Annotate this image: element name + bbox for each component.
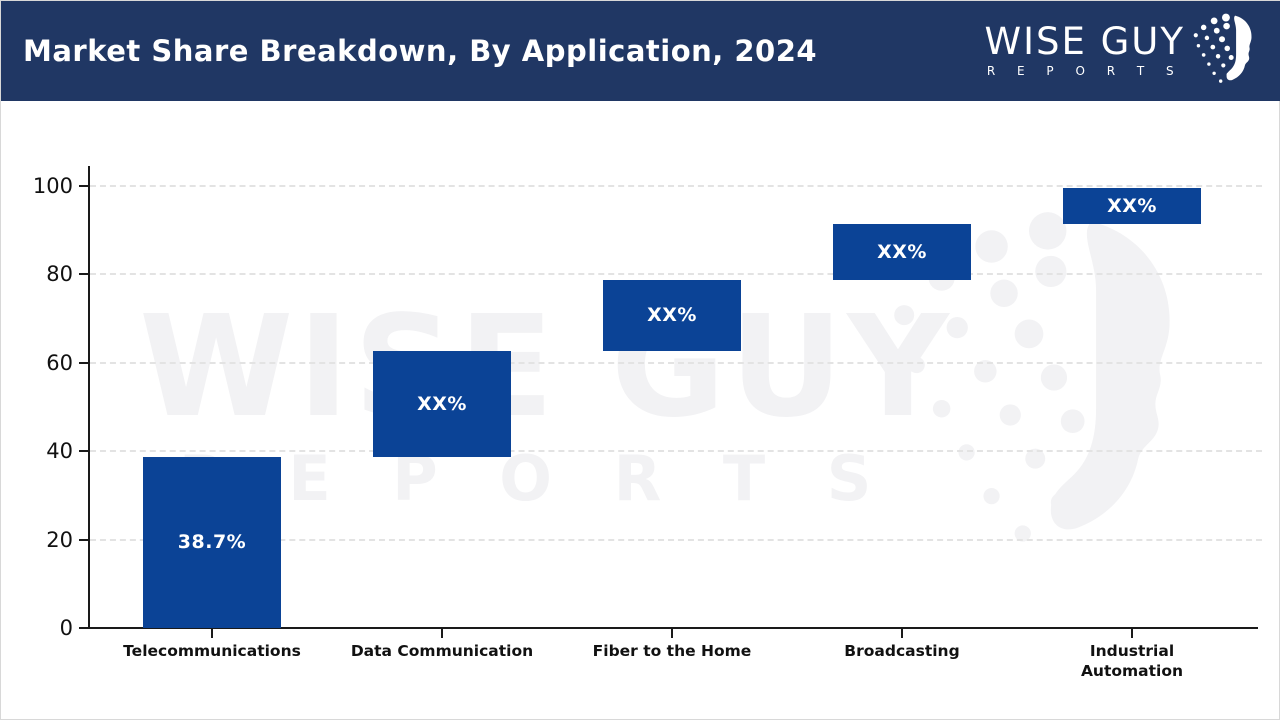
x-tick-label: Telecommunications [123, 642, 301, 660]
y-tick-label: 100 [32, 174, 73, 198]
x-tick-mark [1131, 629, 1133, 638]
x-tick-label: Data Communication [350, 642, 534, 660]
bar-value-label: XX% [877, 240, 927, 263]
bar: XX% [603, 279, 741, 351]
gridline [90, 273, 1262, 276]
bar: XX% [833, 223, 971, 280]
bar: XX% [373, 350, 511, 457]
gridline [90, 538, 1262, 541]
dotted-head-icon [1193, 13, 1252, 83]
gridline [90, 185, 1262, 187]
y-tick-label: 60 [46, 350, 73, 375]
header-bar: Market Share Breakdown, By Application, … [1, 1, 1280, 101]
x-tick-mark [211, 629, 213, 638]
bar: XX% [1063, 188, 1201, 224]
y-tick-label: 20 [46, 527, 73, 552]
y-tick-mark [79, 273, 88, 276]
x-axis-line [88, 627, 1258, 629]
x-tick-mark [671, 629, 673, 638]
y-tick-mark [79, 450, 88, 453]
gridline [90, 450, 1262, 453]
y-tick-mark [79, 361, 88, 364]
brand-logo: WISE GUY R E P O R T S [985, 13, 1280, 89]
watermark-text-primary: WISE GUY [139, 286, 953, 449]
x-tick-label: Fiber to the Home [592, 642, 752, 660]
watermark-head-icon [894, 212, 1170, 542]
bar-value-label: XX% [1107, 194, 1157, 217]
y-tick-label: 80 [46, 262, 73, 287]
bar-value-label: XX% [647, 304, 697, 327]
watermark-text-secondary: R E P O R T S [179, 442, 892, 515]
y-tick-label: 40 [46, 439, 73, 464]
bar-value-label: XX% [417, 392, 467, 415]
y-tick-label: 0 [59, 616, 73, 640]
y-axis-line [88, 166, 90, 628]
x-tick-label: Industrial Automation [1080, 642, 1184, 680]
bar: 38.7% [143, 456, 281, 628]
x-tick-label: Broadcasting [844, 642, 960, 660]
brand-name: WISE GUY [984, 20, 1185, 63]
brand-text: WISE GUY R E P O R T S [985, 23, 1185, 79]
page-title: Market Share Breakdown, By Application, … [23, 34, 818, 68]
y-tick-mark [79, 538, 88, 541]
y-tick-mark [79, 627, 88, 629]
x-tick-mark [441, 629, 443, 638]
gridline [90, 361, 1262, 364]
bar-value-label: 38.7% [177, 531, 247, 554]
x-tick-mark [901, 629, 903, 638]
y-tick-mark [79, 185, 88, 187]
brand-subtitle: R E P O R T S [986, 64, 1183, 78]
